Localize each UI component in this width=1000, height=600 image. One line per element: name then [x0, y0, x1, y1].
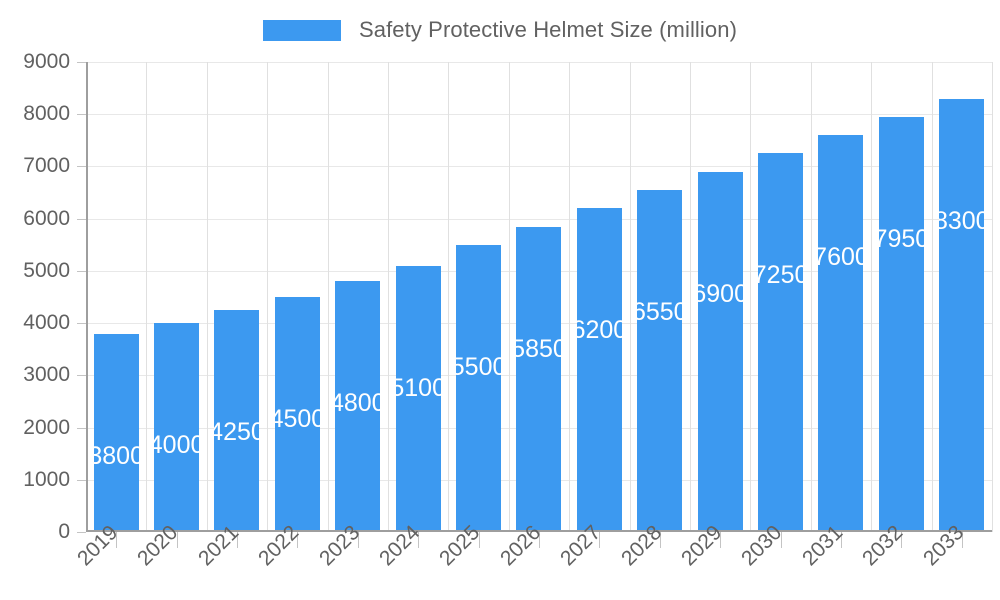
bar-value-label: 3800 — [93, 441, 139, 470]
bar-slot: 6900 — [690, 62, 750, 532]
x-axis-tick-mark — [478, 532, 480, 548]
x-axis-tick-mark — [901, 532, 903, 548]
bar-value-label: 4500 — [274, 405, 320, 433]
bar-value-label: 6200 — [576, 316, 622, 345]
x-axis-tick-mark — [116, 532, 118, 548]
bar[interactable]: 4000 — [154, 323, 200, 532]
y-axis-tick-label: 4000 — [23, 311, 70, 335]
bar-value-label: 7250 — [758, 261, 804, 290]
bar-slot: 4250 — [207, 62, 267, 532]
y-axis-tick-label: 7000 — [23, 154, 70, 178]
y-axis-tick-label: 3000 — [23, 363, 70, 387]
x-axis-tick-mark — [176, 532, 178, 548]
x-axis-tick-mark — [599, 532, 601, 548]
bar-slot: 4500 — [267, 62, 327, 532]
bar-value-label: 5500 — [456, 352, 502, 381]
bar[interactable]: 6900 — [697, 171, 743, 532]
y-axis-tick-mark — [77, 479, 86, 481]
y-axis-tick-mark — [77, 218, 86, 220]
y-axis-tick-label: 8000 — [23, 102, 70, 126]
y-axis-tick-mark — [77, 114, 86, 116]
bar-value-label: 4250 — [214, 418, 260, 447]
y-axis-tick-label: 9000 — [23, 50, 70, 73]
bar-slot: 6200 — [569, 62, 629, 532]
bar[interactable]: 5100 — [395, 265, 441, 532]
y-axis-tick-label: 5000 — [23, 258, 70, 282]
bar-value-label: 5100 — [395, 373, 441, 402]
y-axis-tick-mark — [77, 166, 86, 168]
bar[interactable]: 7600 — [818, 135, 864, 532]
chart-legend: Safety Protective Helmet Size (million) — [0, 12, 1000, 48]
bar-slot: 5850 — [509, 62, 569, 532]
bar-value-label: 5850 — [516, 334, 562, 363]
y-axis-tick-mark — [77, 375, 86, 377]
x-axis-tick-mark — [357, 532, 359, 548]
bar[interactable]: 6550 — [637, 189, 683, 532]
bar-slot: 7250 — [750, 62, 810, 532]
bar-slot: 3800 — [86, 62, 146, 532]
y-axis-tick-mark — [77, 532, 86, 533]
bar-slot: 4000 — [146, 62, 206, 532]
y-axis-tick-mark — [77, 323, 86, 325]
x-axis-tick-mark — [659, 532, 661, 548]
gridline-vertical — [992, 62, 993, 532]
bar[interactable]: 8300 — [939, 98, 985, 532]
x-axis-tick-mark — [539, 532, 540, 548]
bar-value-label: 6550 — [637, 297, 683, 326]
bar-value-label: 4000 — [154, 431, 200, 460]
x-axis-tick-mark — [841, 532, 842, 548]
x-axis-tick-mark — [720, 532, 722, 548]
x-axis-tick-mark — [418, 532, 420, 548]
bar-slot: 6550 — [630, 62, 690, 532]
legend-label: Safety Protective Helmet Size (million) — [358, 17, 738, 42]
y-axis-tick-label: 6000 — [23, 206, 70, 230]
bar[interactable]: 3800 — [93, 333, 139, 532]
bar[interactable]: 7950 — [878, 116, 924, 532]
bar[interactable]: 4800 — [335, 281, 381, 532]
x-axis-tick-mark — [297, 532, 299, 548]
y-axis-tick-label: 0 — [58, 520, 70, 543]
y-axis-tick-mark — [77, 427, 86, 429]
bar-slot: 7950 — [871, 62, 931, 532]
bar[interactable]: 4250 — [214, 310, 260, 532]
y-axis-tick-label: 2000 — [23, 415, 70, 439]
bar-value-label: 4800 — [335, 389, 381, 418]
bar-value-label: 6900 — [697, 279, 743, 308]
bar-value-label: 7600 — [818, 243, 864, 272]
y-axis-tick-mark — [77, 270, 86, 272]
y-axis-tick-label: 1000 — [23, 467, 70, 491]
bar-series: 3800 4000 4250 4500 4800 5100 5500 5850 6200 6550… — [86, 62, 992, 532]
x-axis-tick-mark — [780, 532, 782, 548]
bar[interactable]: 5500 — [456, 244, 502, 532]
bar-value-label: 8300 — [939, 206, 985, 235]
bar[interactable]: 7250 — [758, 153, 804, 532]
y-axis-tick-mark — [77, 62, 86, 63]
axis-lines — [86, 62, 992, 532]
bar-slot: 5100 — [388, 62, 448, 532]
bar-value-label: 7950 — [878, 224, 924, 253]
bar-slot: 8300 — [932, 62, 992, 532]
legend-color-swatch — [262, 19, 341, 41]
plot-area: 3800 4000 4250 4500 4800 5100 5500 5850 6200 6550… — [86, 62, 993, 532]
x-axis-tick-mark — [237, 532, 238, 548]
bar[interactable]: 4500 — [274, 297, 320, 532]
x-axis-tick-mark — [961, 532, 963, 548]
bar[interactable]: 6200 — [576, 208, 622, 532]
x-axis: 2019 2020 2021 2022 2023 2024 2025 2026 2027 2028… — [73, 521, 992, 600]
bar[interactable]: 5850 — [516, 226, 562, 532]
bar-slot: 4800 — [328, 62, 388, 532]
y-axis: 0 1000 2000 3000 4000 5000 6000 7000 8000 9000 — [0, 50, 86, 543]
bar-slot: 7600 — [811, 62, 871, 532]
bar-slot: 5500 — [448, 62, 508, 532]
